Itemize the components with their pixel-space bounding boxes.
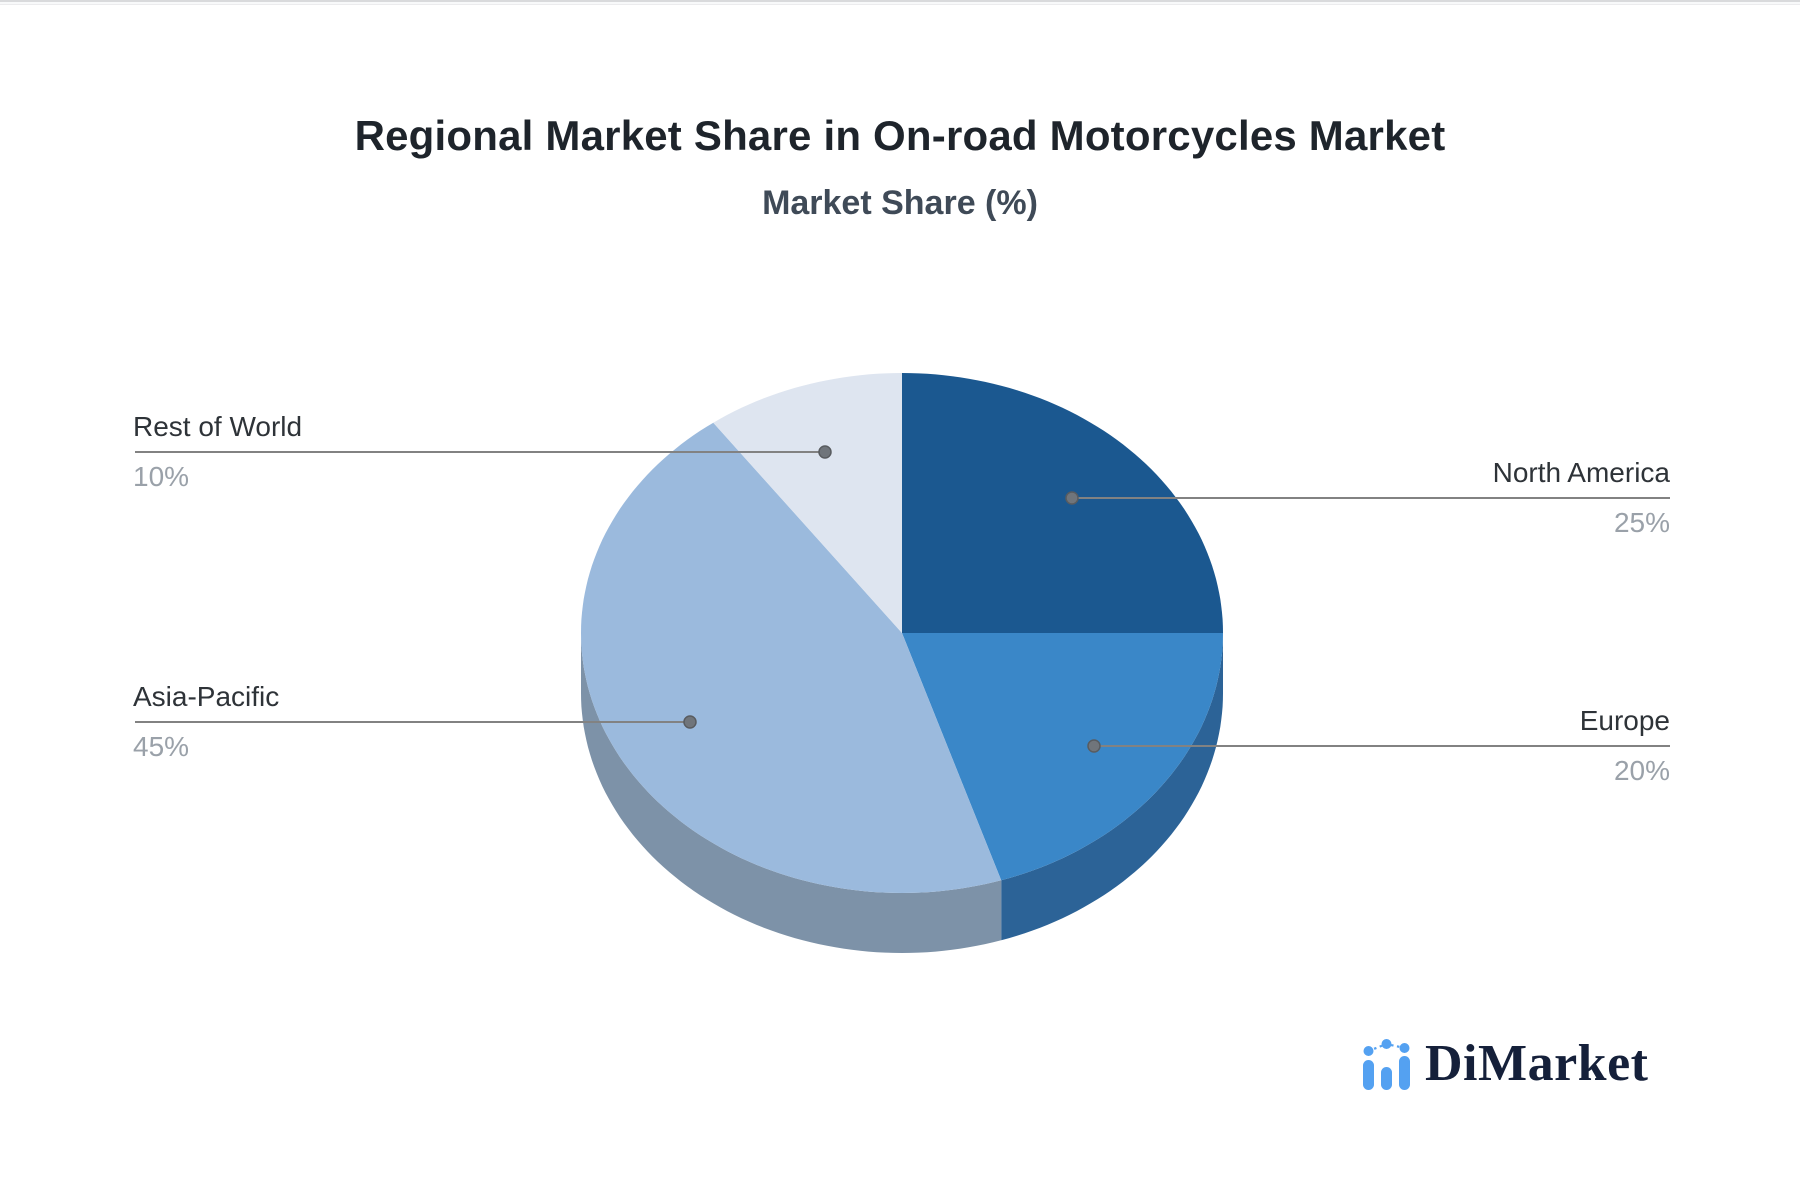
pie-slice-asia-pacific[interactable] xyxy=(581,422,1002,893)
top-border xyxy=(0,0,1800,5)
pie-slice-north-america[interactable] xyxy=(902,373,1223,633)
chart-subtitle: Market Share (%) xyxy=(762,184,1038,222)
callout-value: 25% xyxy=(1613,507,1670,538)
pie-slice-europe[interactable] xyxy=(902,633,1223,881)
brand-logo: DiMarket xyxy=(1360,1034,1648,1093)
leader-dot xyxy=(1065,491,1079,505)
brand-name: DiMarket xyxy=(1425,1035,1649,1092)
leader-dot xyxy=(1087,739,1101,753)
leader-dot xyxy=(683,715,697,729)
callout-label: North America xyxy=(1492,456,1670,488)
bar-chart-trend-icon xyxy=(1363,1038,1410,1090)
callout-label: Rest of World xyxy=(133,410,303,442)
callout-value: 20% xyxy=(1613,755,1670,786)
pie-slice-rest-of-world[interactable] xyxy=(713,373,902,633)
callout-value: 45% xyxy=(133,731,190,762)
callout-label: Europe xyxy=(1579,704,1670,736)
chart-title: Regional Market Share in On-road Motorcy… xyxy=(354,112,1446,159)
pie-slice-side xyxy=(581,633,1002,953)
callout-value: 10% xyxy=(133,461,190,492)
pie-slice-side xyxy=(1001,633,1223,941)
leader-dot xyxy=(818,445,832,459)
callout-label: Asia-Pacific xyxy=(133,680,280,712)
